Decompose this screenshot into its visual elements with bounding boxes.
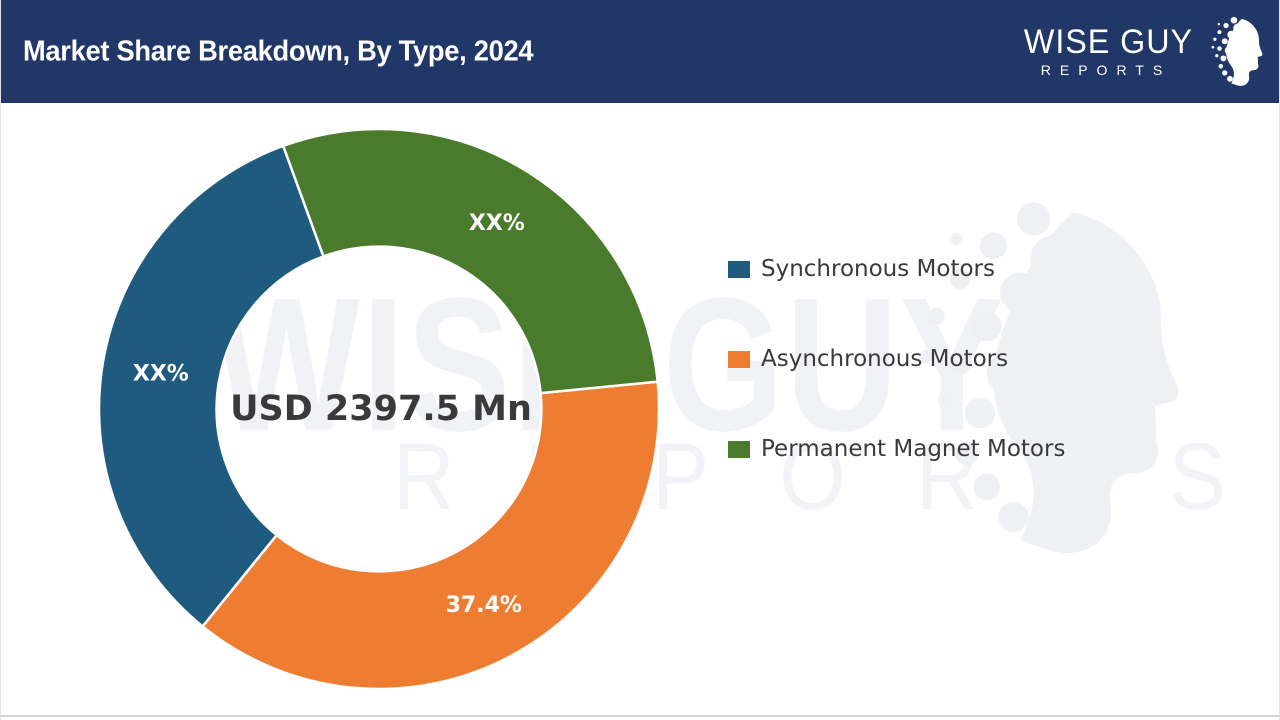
header-bar: Market Share Breakdown, By Type, 2024 WI… bbox=[1, 0, 1279, 103]
slice-percent-label: 37.4% bbox=[446, 593, 522, 618]
legend-label: Asynchronous Motors bbox=[761, 346, 1009, 372]
legend-item-synchronous: Synchronous Motors bbox=[728, 254, 995, 284]
logo-wordmark-line2: REPORTS bbox=[1040, 61, 1172, 78]
slice-percent-label: XX% bbox=[469, 211, 525, 236]
logo-wordmark: WISE GUY REPORTS bbox=[1015, 25, 1193, 77]
legend-swatch-permanent-magnet bbox=[728, 440, 750, 458]
legend-item-asynchronous: Asynchronous Motors bbox=[728, 344, 1008, 374]
legend-swatch-synchronous bbox=[728, 260, 750, 278]
donut-slice-0 bbox=[97, 144, 325, 628]
logo-wordmark-line1: WISE GUY bbox=[1023, 22, 1193, 61]
legend-item-permanent-magnet: Permanent Magnet Motors bbox=[728, 434, 1065, 464]
legend-label: Permanent Magnet Motors bbox=[761, 436, 1066, 462]
page-title: Market Share Breakdown, By Type, 2024 bbox=[23, 35, 534, 67]
donut-slice-2 bbox=[281, 127, 659, 395]
bottom-divider bbox=[1, 715, 1279, 717]
slice-percent-label: XX% bbox=[133, 361, 189, 386]
legend-swatch-asynchronous bbox=[728, 350, 750, 368]
donut-center-value: USD 2397.5 Mn bbox=[230, 389, 532, 429]
donut-slice-1 bbox=[201, 380, 661, 691]
legend-label: Synchronous Motors bbox=[761, 256, 995, 282]
brand-logo: WISE GUY REPORTS bbox=[1015, 11, 1263, 90]
